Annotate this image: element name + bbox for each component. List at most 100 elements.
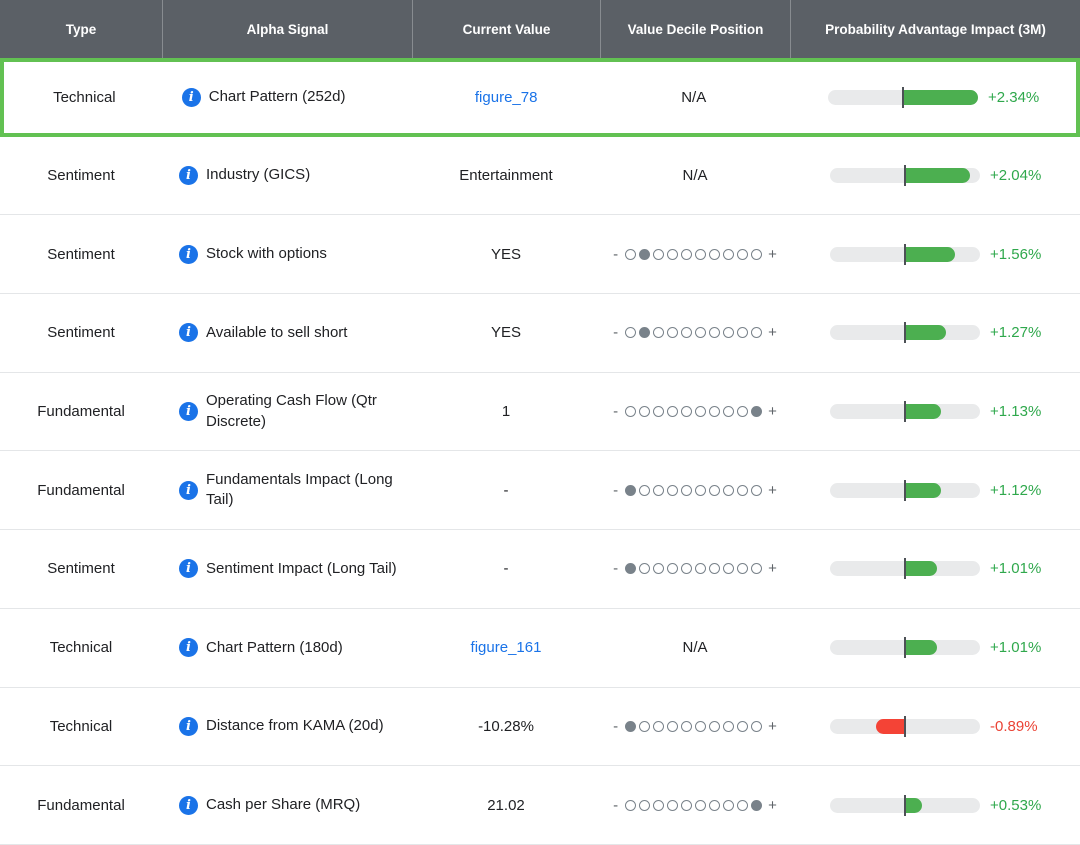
decile-dot: [638, 406, 650, 418]
current-value: -: [503, 560, 509, 578]
decile-dot: [708, 248, 720, 260]
decile-dot: [722, 484, 734, 496]
decile-dot: [736, 248, 748, 260]
decile-dot: [708, 799, 720, 811]
current-value: 21.02: [487, 796, 525, 814]
impact-bar-center-tick: [901, 86, 904, 108]
info-icon[interactable]: i: [179, 638, 198, 658]
impact-value-label: +1.01%: [990, 560, 1042, 578]
decile-minus-sign: -: [613, 245, 619, 263]
info-icon[interactable]: i: [179, 716, 198, 736]
info-icon[interactable]: i: [179, 402, 198, 422]
decile-dot: [694, 484, 706, 496]
decile-dot: [722, 406, 734, 418]
impact-bar-center-tick: [904, 243, 906, 265]
decile-dot: [652, 327, 664, 339]
decile-minus-sign: -: [613, 481, 619, 499]
decile-dot: [736, 327, 748, 339]
decile-dot: [624, 799, 636, 811]
impact-value-label: +2.04%: [990, 167, 1042, 185]
signal-type-label: Sentiment: [47, 245, 115, 263]
table-row[interactable]: Fundamental i Cash per Share (MRQ) 21.02…: [0, 766, 1080, 845]
decile-dot: [666, 720, 678, 732]
decile-dot: [680, 327, 692, 339]
impact-bar-fill: [905, 482, 941, 498]
alpha-signal-label: Industry (GICS): [206, 166, 311, 184]
decile-dot: [750, 484, 762, 496]
decile-dot: [694, 563, 706, 575]
signal-type-label: Sentiment: [47, 324, 115, 342]
info-icon[interactable]: i: [179, 480, 198, 500]
current-value-link[interactable]: figure_161: [470, 639, 542, 657]
decile-na-label: N/A: [681, 88, 707, 106]
column-header-current-value: Current Value: [412, 0, 600, 58]
impact-bar-center-tick: [904, 637, 906, 659]
impact-bar-center-tick: [904, 794, 906, 816]
decile-minus-sign: -: [613, 796, 619, 814]
alpha-signal-label: Cash per Share (MRQ): [206, 795, 361, 813]
table-row[interactable]: Technical i Chart Pattern (180d) figure_…: [0, 608, 1080, 688]
decile-plus-sign: +: [768, 481, 777, 499]
alpha-signal-label: Available to sell short: [206, 323, 348, 341]
decile-dot-filled: [638, 327, 650, 339]
impact-value-label: -0.89%: [990, 717, 1038, 735]
current-value: 1: [501, 403, 511, 421]
current-value: -: [503, 481, 509, 499]
decile-dot: [680, 484, 692, 496]
table-row[interactable]: Fundamental i Operating Cash Flow (Qtr D…: [0, 372, 1080, 452]
decile-minus-sign: -: [613, 717, 619, 735]
decile-dot: [736, 720, 748, 732]
decile-dot: [666, 327, 678, 339]
current-value-link[interactable]: figure_78: [474, 88, 538, 106]
decile-dot: [652, 563, 664, 575]
decile-dot: [694, 720, 706, 732]
table-row[interactable]: Sentiment i Sentiment Impact (Long Tail)…: [0, 530, 1080, 609]
decile-plus-sign: +: [768, 796, 777, 814]
impact-bar-fill: [905, 168, 971, 184]
value-decile-position: - +: [600, 403, 790, 420]
info-icon[interactable]: i: [179, 559, 198, 579]
table-row[interactable]: Sentiment i Stock with options YES - + +1…: [0, 215, 1080, 295]
decile-dot-filled: [638, 248, 650, 260]
table-row[interactable]: Sentiment i Industry (GICS) Entertainmen…: [0, 136, 1080, 216]
decile-dot: [666, 248, 678, 260]
signal-type-label: Technical: [53, 88, 116, 106]
info-icon[interactable]: i: [179, 244, 198, 264]
decile-dot: [666, 484, 678, 496]
decile-plus-sign: +: [768, 324, 777, 342]
value-decile-position: N/A: [600, 639, 790, 656]
info-icon[interactable]: i: [179, 795, 198, 815]
decile-dot: [708, 327, 720, 339]
decile-dot: [680, 720, 692, 732]
info-icon[interactable]: i: [179, 323, 198, 343]
value-decile-position: N/A: [600, 167, 790, 184]
column-header-value-decile-position: Value Decile Position: [600, 0, 790, 58]
table-row[interactable]: Sentiment i Available to sell short YES …: [0, 294, 1080, 373]
table-row[interactable]: Technical i Distance from KAMA (20d) -10…: [0, 687, 1080, 767]
decile-dot: [736, 406, 748, 418]
value-decile-position: - +: [600, 246, 790, 263]
decile-minus-sign: -: [613, 560, 619, 578]
info-icon[interactable]: i: [179, 166, 198, 186]
value-decile-position: - +: [600, 797, 790, 814]
decile-dot: [722, 563, 734, 575]
decile-dot: [666, 563, 678, 575]
decile-dot: [638, 720, 650, 732]
decile-dot-filled: [624, 720, 636, 732]
decile-dot: [750, 248, 762, 260]
info-icon[interactable]: i: [181, 87, 201, 107]
alpha-signal-label: Distance from KAMA (20d): [206, 717, 384, 735]
impact-bar-center-tick: [904, 165, 906, 187]
table-row[interactable]: Technical i Chart Pattern (252d) figure_…: [0, 58, 1080, 137]
decile-dot: [624, 248, 636, 260]
signal-type-label: Fundamental: [37, 481, 125, 499]
decile-dot: [666, 406, 678, 418]
impact-bar-center-tick: [904, 715, 906, 737]
impact-bar-track: [830, 794, 980, 816]
column-header-probability-advantage-impact: Probability Advantage Impact (3M): [790, 0, 1080, 58]
table-row[interactable]: Fundamental i Fundamentals Impact (Long …: [0, 451, 1080, 531]
decile-dot-filled: [624, 563, 636, 575]
current-value: -10.28%: [478, 717, 534, 735]
impact-bar-track: [830, 715, 980, 737]
signal-type-label: Sentiment: [47, 167, 115, 185]
